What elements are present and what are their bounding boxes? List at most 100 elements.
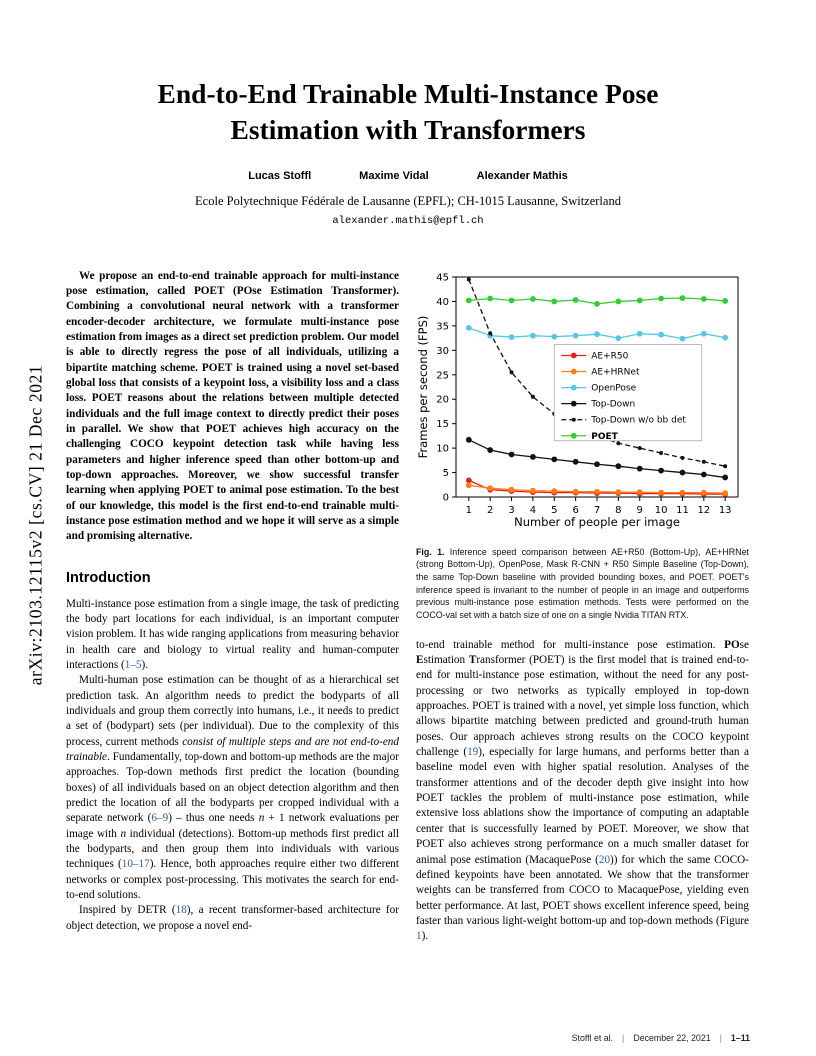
svg-text:Top-Down: Top-Down: [590, 399, 635, 409]
arxiv-watermark: arXiv:2103.12115v2 [cs.CV] 21 Dec 2021: [25, 364, 46, 686]
text-run: se: [739, 638, 749, 651]
x-axis: 1 2 3 4 5 6 7 8 9 10 11 12 13: [466, 496, 732, 516]
footer-separator: |: [622, 1033, 625, 1043]
author-list: Lucas Stoffl Maxime Vidal Alexander Math…: [0, 170, 816, 182]
svg-text:10: 10: [436, 443, 449, 454]
introduction-text: Multi-instance pose estimation from a si…: [66, 597, 399, 935]
text-run: ), especially for large humans, and perf…: [416, 746, 749, 866]
title-line-1: End-to-End Trainable Multi-Instance Pose: [157, 78, 659, 109]
text-run: stimation: [423, 654, 469, 667]
series-Top-Down: [465, 436, 729, 480]
text-run: ).: [421, 930, 429, 943]
footer-authors: Stoffl et al.: [571, 1033, 614, 1043]
abstract: We propose an end-to-end trainable appro…: [66, 269, 399, 545]
left-column: We propose an end-to-end trainable appro…: [66, 269, 399, 935]
text-run: Multi-instance pose estimation from a si…: [66, 597, 399, 671]
text-run: n: [258, 812, 265, 825]
svg-text:45: 45: [436, 272, 449, 283]
text-run: Fig. 1.: [416, 546, 445, 557]
text-run: Multi-human pose estimation can be thoug…: [66, 674, 399, 748]
paragraph: Inspired by DETR (18), a recent transfor…: [66, 903, 399, 934]
text-run: T: [468, 654, 477, 667]
author-name: Lucas Stoffl: [248, 169, 312, 182]
page-footer: Stoffl et al. | December 22, 2021 | 1–11: [572, 1033, 750, 1043]
citation-link[interactable]: 1–5: [124, 658, 142, 671]
figure-1: 0 5 10 15 20 25 30 35 40 45 1 2 3 4 5 6 7 8 9 10 11 12 13 Numbe…: [416, 269, 749, 622]
footer-page-range: 1–11: [730, 1033, 750, 1043]
series-OpenPose: [465, 324, 729, 341]
citation-link[interactable]: 18: [175, 904, 187, 917]
citation-link[interactable]: 10–17: [121, 858, 150, 871]
paper-title: End-to-End Trainable Multi-Instance Pose…: [0, 76, 816, 148]
affiliation: Ecole Polytechnique Fédérale de Lausanne…: [195, 193, 621, 208]
svg-text:20: 20: [436, 394, 449, 405]
svg-text:1: 1: [466, 505, 472, 516]
citation-link[interactable]: 6–9: [151, 812, 169, 825]
text-run: Inference speed comparison between AE+R5…: [416, 546, 749, 621]
text-run: individual (detections). Bottom-up metho…: [66, 827, 399, 871]
svg-text:5: 5: [443, 468, 449, 479]
svg-text:4: 4: [530, 505, 536, 516]
svg-text:2: 2: [487, 505, 493, 516]
paragraph: to-end trainable method for multi-instan…: [416, 638, 749, 945]
svg-text:40: 40: [436, 296, 449, 307]
author-name: Alexander Mathis: [476, 169, 568, 182]
svg-text:10: 10: [655, 505, 668, 516]
svg-text:11: 11: [676, 505, 689, 516]
svg-text:9: 9: [637, 505, 643, 516]
svg-text:15: 15: [436, 419, 449, 430]
chart-legend: AE+R50 AE+HRNet OpenPose Top-Down Top-Down w…: [553, 343, 703, 441]
text-run: ), a recent transformer-based architectu…: [66, 904, 399, 932]
svg-text:12: 12: [697, 505, 710, 516]
text-run: We propose an end-to-end trainable appro…: [66, 269, 399, 543]
text-run: Inspired by DETR (: [79, 904, 176, 917]
svg-text:35: 35: [436, 321, 449, 332]
citation-link[interactable]: 1: [416, 930, 422, 943]
text-run: ) – thus one needs: [168, 812, 259, 825]
text-run: consist of multiple steps and are not en…: [66, 735, 399, 763]
y-axis: 0 5 10 15 20 25 30 35 40 45: [436, 272, 456, 503]
svg-text:8: 8: [615, 505, 621, 516]
svg-text:AE+R50: AE+R50: [591, 351, 628, 361]
citation-link[interactable]: 19: [467, 746, 479, 759]
text-run: + 1 network evaluations per image with: [66, 812, 399, 840]
two-column-body: We propose an end-to-end trainable appro…: [0, 269, 816, 945]
text-run: n: [120, 827, 127, 840]
text-run: to-end trainable method for multi-instan…: [416, 638, 725, 651]
paper-header: End-to-End Trainable Multi-Instance Pose…: [0, 0, 816, 227]
x-axis-label: Number of people per image: [514, 515, 680, 529]
svg-text:7: 7: [594, 505, 600, 516]
svg-text:AE+HRNet: AE+HRNet: [591, 367, 640, 377]
text-run: ). Hence, both approaches require either…: [66, 858, 399, 902]
footer-separator: |: [719, 1033, 722, 1043]
title-line-2: Estimation with Transformers: [230, 113, 586, 145]
paragraph: Multi-human pose estimation can be thoug…: [66, 673, 399, 903]
paragraph: Multi-instance pose estimation from a si…: [66, 597, 399, 674]
text-run: ransformer (POET) is the first model tha…: [416, 654, 749, 759]
svg-text:OpenPose: OpenPose: [591, 383, 636, 393]
figure-1-chart: 0 5 10 15 20 25 30 35 40 45 1 2 3 4 5 6 7 8 9 10 11 12 13 Numbe…: [416, 269, 749, 538]
y-axis-label: Frames per second (FPS): [416, 315, 430, 458]
series-POET: [465, 294, 729, 307]
footer-date: December 22, 2021: [633, 1033, 711, 1043]
series-AE+HRNet: [465, 481, 729, 496]
svg-text:13: 13: [719, 505, 732, 516]
right-column: 0 5 10 15 20 25 30 35 40 45 1 2 3 4 5 6 7 8 9 10 11 12 13 Numbe…: [416, 269, 749, 945]
text-run: . Fundamentally, top-down and bottom-up …: [66, 750, 399, 825]
svg-text:POET: POET: [591, 431, 618, 441]
citation-link[interactable]: 20: [598, 853, 611, 866]
text-run: ).: [141, 658, 149, 671]
contact-email[interactable]: alexander.mathis@epfl.ch: [332, 214, 484, 227]
svg-text:25: 25: [436, 370, 449, 381]
svg-text:0: 0: [443, 492, 449, 503]
svg-text:30: 30: [436, 345, 449, 356]
svg-text:6: 6: [572, 505, 578, 516]
author-name: Maxime Vidal: [359, 169, 429, 182]
right-column-text: to-end trainable method for multi-instan…: [416, 638, 749, 945]
svg-text:5: 5: [551, 505, 557, 516]
text-run: )) for which the same COCO-defined keypo…: [416, 853, 749, 927]
text-run: PO: [724, 638, 740, 651]
text-run: E: [416, 654, 424, 667]
